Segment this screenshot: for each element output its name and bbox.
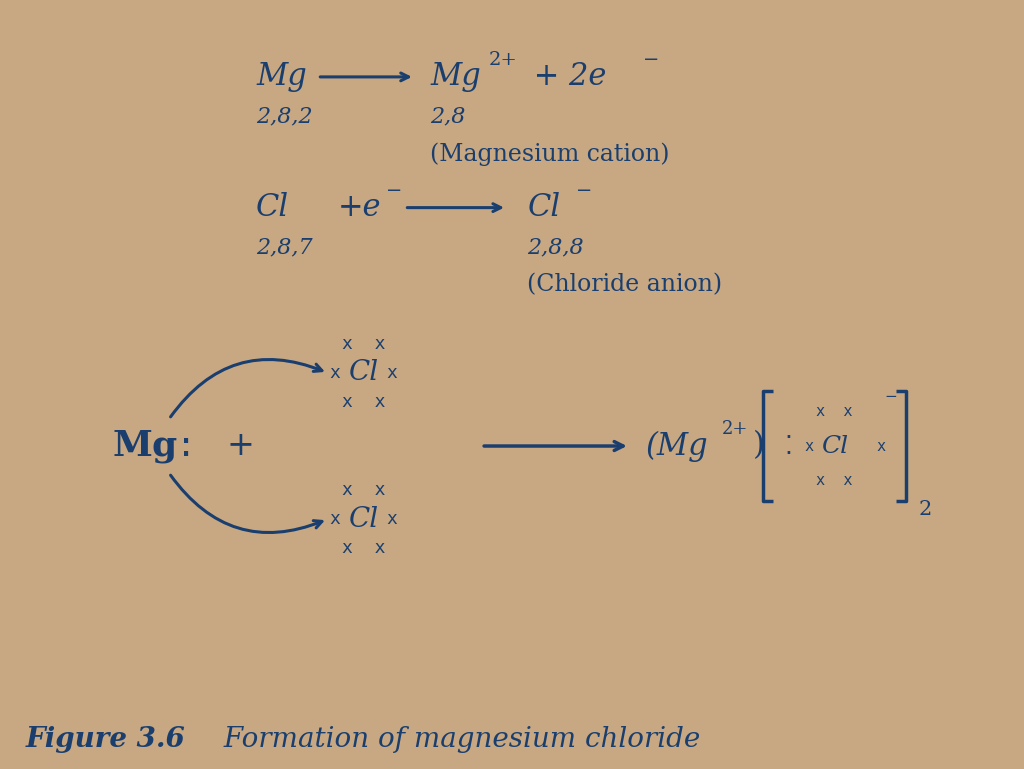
Text: 2,8: 2,8 <box>430 106 466 128</box>
Text: 2+: 2+ <box>488 51 517 69</box>
Text: Cl: Cl <box>256 192 289 223</box>
Text: 2,8,7: 2,8,7 <box>256 237 312 258</box>
Text: x: x <box>387 364 397 382</box>
Text: x  x: x x <box>816 473 853 488</box>
Text: +e: +e <box>338 192 381 223</box>
Text: Figure 3.6: Figure 3.6 <box>26 726 185 754</box>
Text: x  x: x x <box>816 404 853 419</box>
Text: ): ) <box>753 431 765 461</box>
Text: x  x: x x <box>342 481 385 499</box>
Text: −: − <box>643 51 659 69</box>
FancyArrowPatch shape <box>171 475 322 533</box>
Text: (Mg: (Mg <box>645 431 708 461</box>
Text: 2+: 2+ <box>722 420 749 438</box>
Text: x: x <box>877 438 885 454</box>
Text: (Chloride anion): (Chloride anion) <box>527 273 723 296</box>
Text: ·: · <box>784 441 793 466</box>
Text: x  x: x x <box>342 393 385 411</box>
Text: (Magnesium cation): (Magnesium cation) <box>430 142 670 165</box>
Text: Cl: Cl <box>527 192 560 223</box>
Text: :: : <box>176 430 197 462</box>
FancyArrowPatch shape <box>171 359 322 417</box>
Text: 2: 2 <box>919 500 932 518</box>
Text: x  x: x x <box>342 335 385 353</box>
Text: Cl: Cl <box>348 359 379 387</box>
Text: +: + <box>226 430 255 462</box>
Text: Formation of magnesium chloride: Formation of magnesium chloride <box>215 726 700 754</box>
Text: x  x: x x <box>342 539 385 558</box>
Text: x: x <box>805 438 813 454</box>
Text: + 2e: + 2e <box>524 62 606 92</box>
Text: Cl: Cl <box>348 505 379 533</box>
Text: ·: · <box>784 426 793 451</box>
Text: Mg: Mg <box>256 62 307 92</box>
Text: Cl: Cl <box>821 434 848 458</box>
Text: Mg: Mg <box>430 62 481 92</box>
Text: x: x <box>330 364 340 382</box>
Text: −: − <box>885 390 897 404</box>
Text: 2,8,8: 2,8,8 <box>527 237 584 258</box>
Text: x: x <box>387 510 397 528</box>
Text: −: − <box>386 181 402 200</box>
Text: −: − <box>575 181 592 200</box>
Text: 2,8,2: 2,8,2 <box>256 106 312 128</box>
Text: Mg: Mg <box>113 429 178 463</box>
Text: x: x <box>330 510 340 528</box>
